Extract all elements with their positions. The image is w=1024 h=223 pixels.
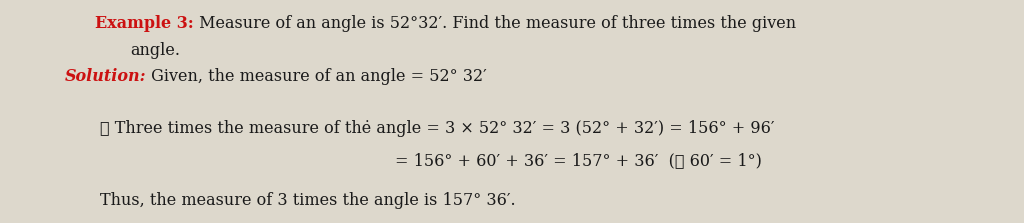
Text: Measure of an angle is 52°32′. Find the measure of three times the given: Measure of an angle is 52°32′. Find the … xyxy=(194,15,796,32)
Text: = 156° + 60′ + 36′ = 157° + 36′  (∵ 60′ = 1°): = 156° + 60′ + 36′ = 157° + 36′ (∵ 60′ =… xyxy=(395,152,762,169)
Text: Solution:: Solution: xyxy=(65,68,146,85)
Text: angle.: angle. xyxy=(130,42,180,59)
Text: Given, the measure of an angle = 52° 32′: Given, the measure of an angle = 52° 32′ xyxy=(146,68,487,85)
Text: ∴ Three times the measure of thė angle = 3 × 52° 32′ = 3 (52° + 32′) = 156° + 9: ∴ Three times the measure of thė angle … xyxy=(100,120,774,137)
Text: Thus, the measure of 3 times the angle is 157° 36′.: Thus, the measure of 3 times the angle i… xyxy=(100,192,516,209)
Text: Example 3:: Example 3: xyxy=(95,15,194,32)
